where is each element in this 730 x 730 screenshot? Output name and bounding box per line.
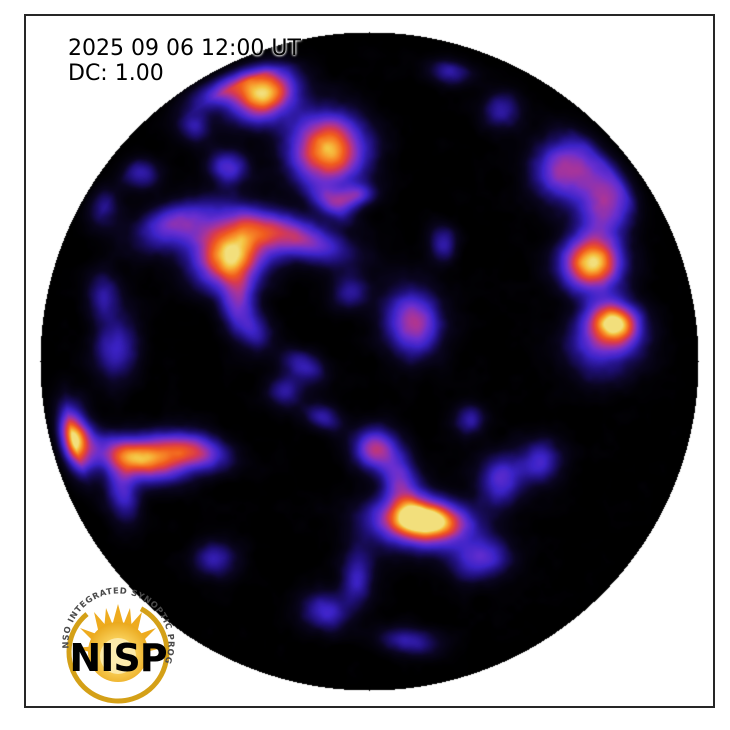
logo-wordmark: NISP (69, 636, 166, 680)
solar-disk-image (26, 16, 713, 706)
nisp-logo-graphic: NSO INTEGRATED SYNOPTIC PROGRAM NISP (54, 586, 176, 704)
logo-sun-core (100, 638, 136, 674)
logo-ring (66, 600, 170, 704)
plot-frame: 2025 09 06 12:00 UT DC: 1.00 (24, 14, 715, 708)
nisp-logo: NSO INTEGRATED SYNOPTIC PROGRAM NISP (54, 586, 182, 714)
